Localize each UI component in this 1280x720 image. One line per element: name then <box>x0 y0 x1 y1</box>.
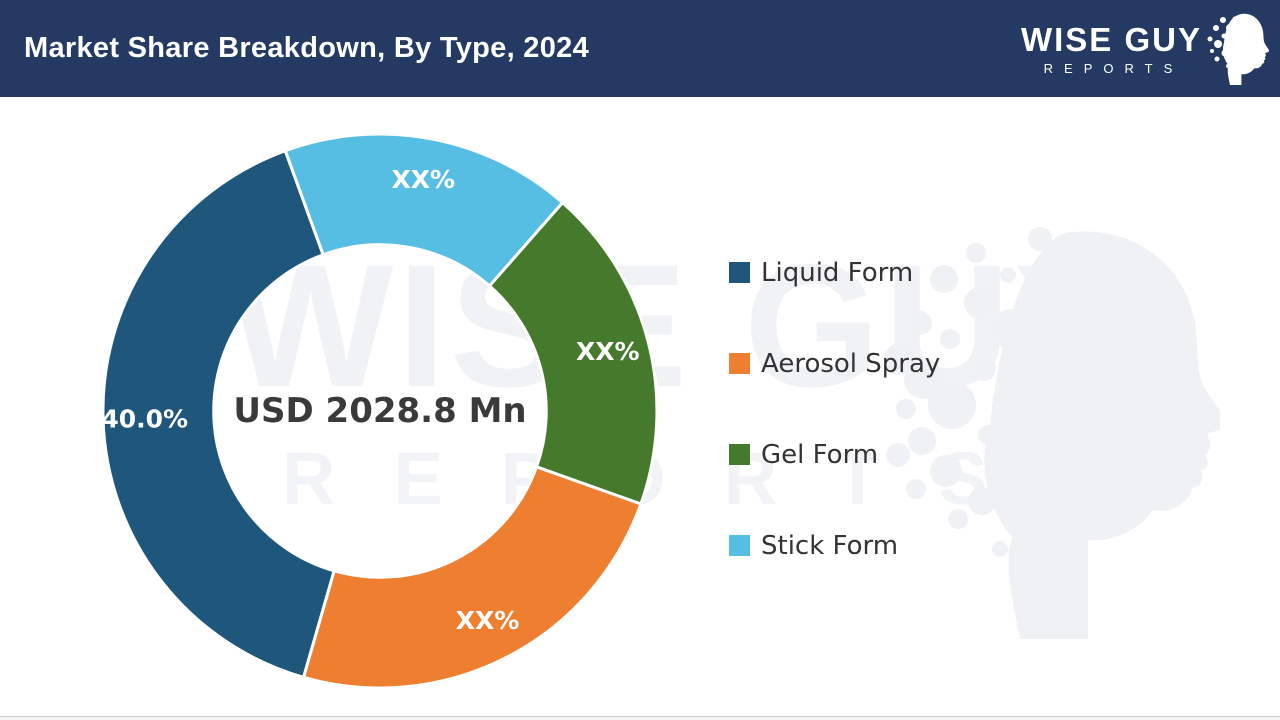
legend-item-stick-form: Stick Form <box>729 530 940 561</box>
watermark-face-icon <box>884 227 1220 639</box>
brand-logo: WISE GUY REPORTS <box>1021 9 1270 89</box>
segment-pct-label-liquid-form: 40.0% <box>101 405 188 434</box>
legend-swatch-stick-form <box>729 535 750 556</box>
donut-segment-liquid-form <box>101 149 336 679</box>
segment-pct-label-stick-form: XX% <box>391 165 455 194</box>
brand-tagline: REPORTS <box>1043 61 1184 76</box>
legend-label-gel-form: Gel Form <box>761 439 879 470</box>
donut-segment-aerosol-spray <box>302 465 643 690</box>
segment-pct-label-gel-form: XX% <box>576 337 640 366</box>
chart-legend: Liquid Form Aerosol Spray Gel Form Stick Fo… <box>729 257 941 561</box>
legend-label-stick-form: Stick Form <box>761 530 899 561</box>
brand-name: WISE GUY <box>1020 21 1202 58</box>
brand-logo-text: WISE GUY REPORTS <box>1020 21 1202 77</box>
donut-center-value: USD 2028.8 Mn <box>233 391 527 431</box>
footer-divider-line <box>0 716 1280 717</box>
legend-swatch-liquid-form <box>729 262 750 283</box>
donut-segment-gel-form <box>488 201 659 506</box>
segment-pct-label-aerosol-spray: XX% <box>456 606 520 635</box>
footer-strip <box>0 717 1280 720</box>
legend-swatch-aerosol-spray <box>729 353 750 374</box>
brand-face-icon <box>1207 13 1270 85</box>
chart-canvas: WISE GUY REPORTS 40.0% XX% XX% XX% USD 2028… <box>0 97 1280 717</box>
legend-item-gel-form: Gel Form <box>729 439 940 470</box>
legend-item-aerosol-spray: Aerosol Spray <box>729 348 941 379</box>
header-bar: Market Share Breakdown, By Type, 2024 WI… <box>0 0 1280 97</box>
donut-segment-stick-form <box>283 132 564 288</box>
donut-chart: 40.0% XX% XX% XX% <box>101 132 659 690</box>
page-title: Market Share Breakdown, By Type, 2024 <box>24 32 590 64</box>
legend-label-liquid-form: Liquid Form <box>761 257 914 288</box>
legend-label-aerosol-spray: Aerosol Spray <box>761 348 941 379</box>
legend-item-liquid-form: Liquid Form <box>729 257 940 288</box>
watermark-brand-name: WISE GUY <box>228 229 1136 424</box>
legend-swatch-gel-form <box>729 444 750 465</box>
